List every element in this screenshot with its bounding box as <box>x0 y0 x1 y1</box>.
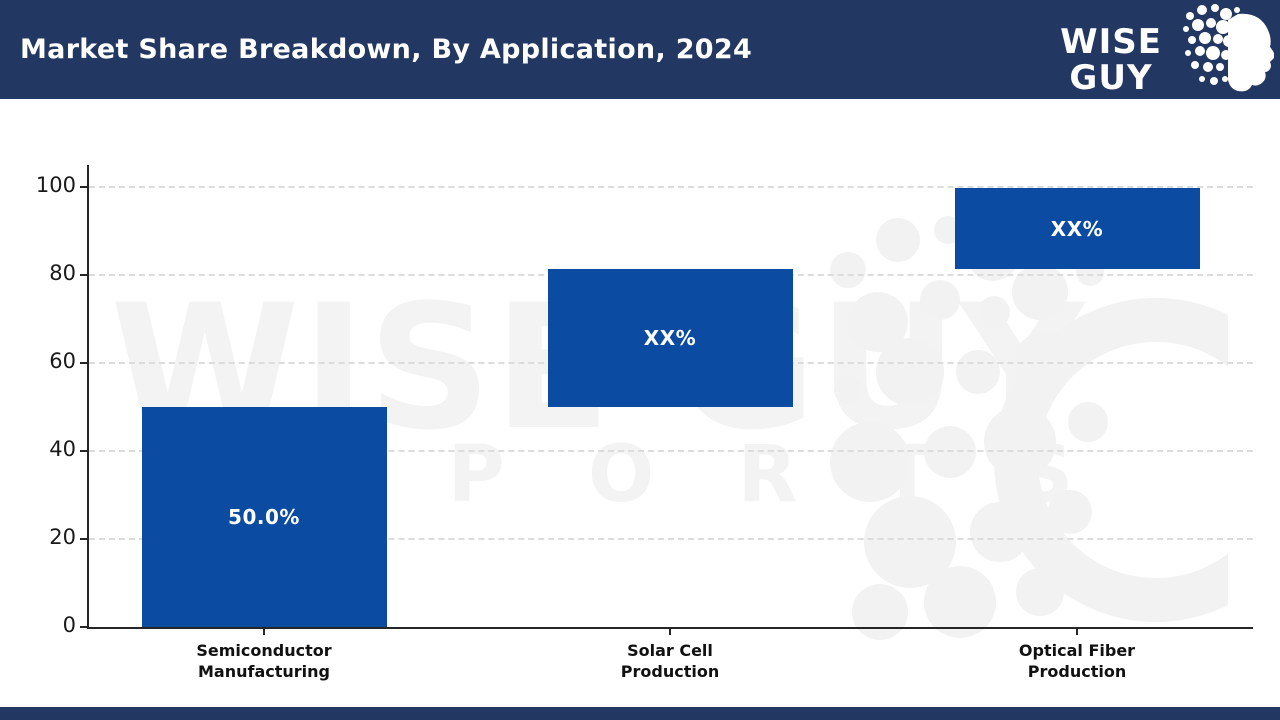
bar-value-label: XX% <box>643 326 697 351</box>
y-tick-mark <box>80 450 88 452</box>
y-tick-mark <box>80 626 88 628</box>
y-tick-mark <box>80 362 88 364</box>
y-tick-label: 100 <box>35 173 76 197</box>
y-tick-label: 20 <box>49 525 76 549</box>
y-tick-mark <box>80 538 88 540</box>
category-label-2: Solar Cell Production <box>620 641 720 681</box>
gridline-20 <box>89 538 1253 540</box>
wise-guy-reports-logo: WISE GUY REPORTS <box>1016 2 1274 113</box>
gridline-100 <box>89 186 1253 188</box>
category-label-1: Semiconductor Manufacturing <box>196 641 332 681</box>
category-label-3: Optical Fiber Production <box>1018 641 1136 681</box>
y-tick-label: 0 <box>62 613 76 637</box>
y-axis-line <box>87 165 89 629</box>
bar-2: XX% <box>547 269 793 407</box>
logo-face-icon <box>1183 4 1274 92</box>
y-tick-label: 60 <box>49 349 76 373</box>
bar-value-label: 50.0% <box>228 505 300 529</box>
x-axis-line <box>87 627 1253 629</box>
gridline-40 <box>89 450 1253 452</box>
x-tick-mark <box>1076 629 1078 635</box>
bar-1: 50.0% <box>141 407 387 627</box>
footer-bar <box>0 707 1280 720</box>
y-tick-label: 80 <box>49 261 76 285</box>
y-tick-label: 40 <box>49 437 76 461</box>
y-tick-mark <box>80 186 88 188</box>
logo-wordmark: WISE GUY <box>1060 22 1162 98</box>
header-bar: Market Share Breakdown, By Application, … <box>0 0 1280 113</box>
bar-3: XX% <box>954 188 1200 270</box>
x-tick-mark <box>669 629 671 635</box>
page-title: Market Share Breakdown, By Application, … <box>20 34 753 65</box>
x-tick-mark <box>263 629 265 635</box>
bar-value-label: XX% <box>1050 216 1104 241</box>
logo-subtitle: REPORTS <box>1054 98 1177 113</box>
y-tick-mark <box>80 274 88 276</box>
